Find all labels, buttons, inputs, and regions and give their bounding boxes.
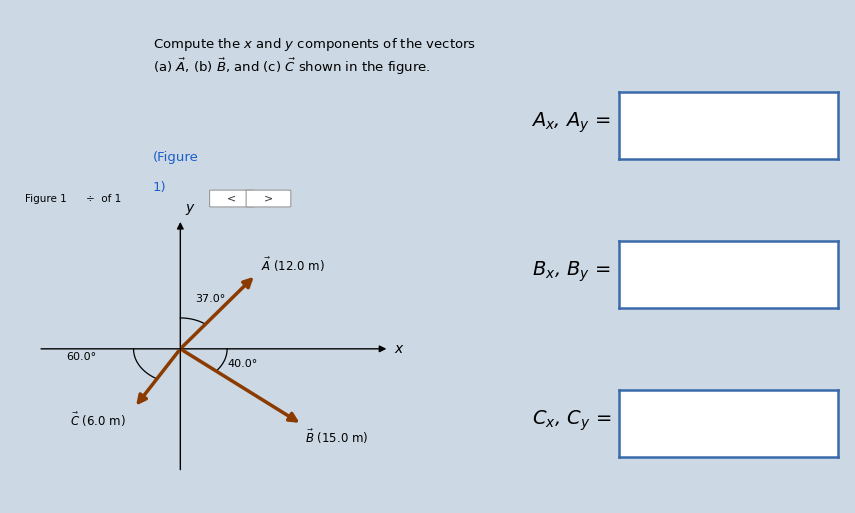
Text: $A_x$, $A_y$ =: $A_x$, $A_y$ = [531,111,610,135]
Text: $B_x$, $B_y$ =: $B_x$, $B_y$ = [532,260,610,284]
Text: $x$: $x$ [394,342,405,356]
Text: $y$: $y$ [185,202,195,216]
Text: $\vec{B}$ (15.0 m): $\vec{B}$ (15.0 m) [305,428,369,446]
Text: <: < [227,193,237,204]
Text: 60.0°: 60.0° [67,352,97,362]
Text: 37.0°: 37.0° [195,294,226,304]
Text: >: > [264,193,273,204]
Text: $\vec{A}$ (12.0 m): $\vec{A}$ (12.0 m) [261,255,325,273]
Text: ÷  of 1: ÷ of 1 [86,193,121,204]
Text: $C_x$, $C_y$ =: $C_x$, $C_y$ = [532,408,610,433]
Text: (Figure: (Figure [153,151,199,165]
Text: 40.0°: 40.0° [227,360,257,369]
Text: $\vec{C}$ (6.0 m): $\vec{C}$ (6.0 m) [70,411,126,429]
Text: Figure 1: Figure 1 [25,193,67,204]
FancyBboxPatch shape [209,190,254,207]
FancyBboxPatch shape [246,190,291,207]
Text: Compute the $x$ and $y$ components of the vectors
(a) $\vec{A}$, (b) $\vec{B}$, : Compute the $x$ and $y$ components of th… [153,36,476,77]
Text: 1): 1) [153,181,167,194]
